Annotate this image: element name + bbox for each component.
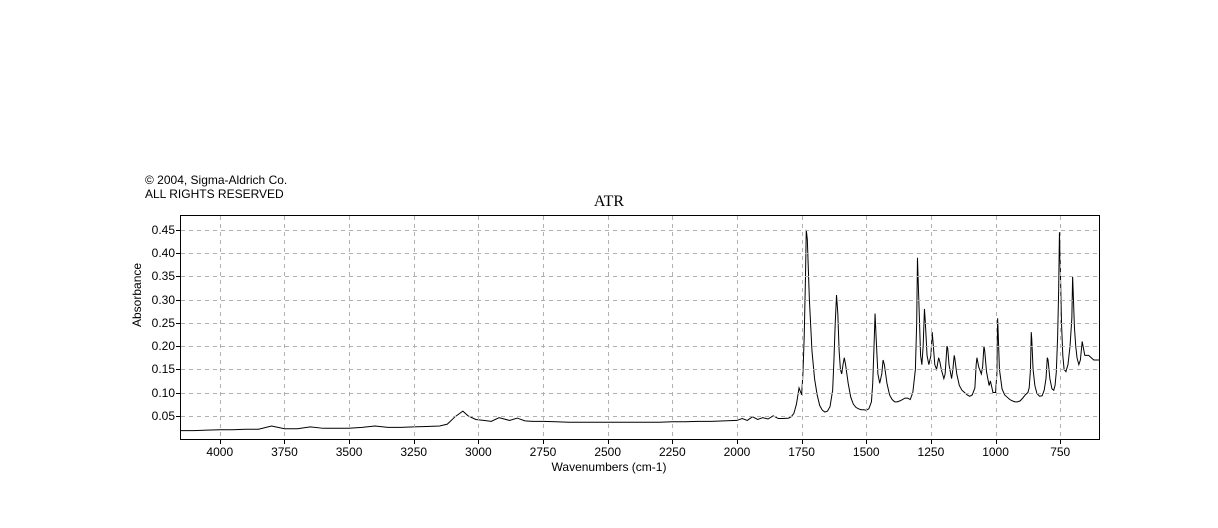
xtick-mark [220,439,221,444]
xtick-label: 3750 [271,445,298,459]
gridline-h [181,253,1099,254]
ytick-label: 0.35 [152,269,175,283]
gridline-h [181,369,1099,370]
ytick-label: 0.15 [152,362,175,376]
ytick-label: 0.05 [152,409,175,423]
xtick-label: 3250 [400,445,427,459]
gridline-v [608,216,609,439]
ytick-mark [176,323,181,324]
ytick-label: 0.10 [152,386,175,400]
gridline-h [181,323,1099,324]
ytick-mark [176,416,181,417]
xtick-mark [608,439,609,444]
xtick-label: 2250 [659,445,686,459]
ytick-label: 0.30 [152,293,175,307]
gridline-h [181,300,1099,301]
x-axis-label: Wavenumbers (cm-1) [0,460,1218,474]
gridline-v [543,216,544,439]
gridline-h [181,393,1099,394]
ytick-mark [176,276,181,277]
xtick-label: 3500 [336,445,363,459]
gridline-v [284,216,285,439]
ytick-mark [176,230,181,231]
gridline-v [866,216,867,439]
ytick-label: 0.20 [152,339,175,353]
ytick-label: 0.45 [152,223,175,237]
xtick-mark [802,439,803,444]
xtick-mark [672,439,673,444]
ytick-label: 0.40 [152,246,175,260]
xtick-label: 1250 [918,445,945,459]
gridline-h [181,276,1099,277]
xtick-mark [349,439,350,444]
spectrum-path [181,230,1099,431]
ytick-mark [176,393,181,394]
xtick-label: 2000 [724,445,751,459]
xtick-mark [414,439,415,444]
xtick-label: 1500 [853,445,880,459]
gridline-v [802,216,803,439]
xtick-label: 2750 [530,445,557,459]
gridline-v [1060,216,1061,439]
gridline-v [996,216,997,439]
ytick-mark [176,300,181,301]
gridline-v [672,216,673,439]
xtick-label: 750 [1050,445,1070,459]
xtick-label: 3000 [465,445,492,459]
xtick-label: 1750 [788,445,815,459]
xtick-mark [284,439,285,444]
xtick-mark [478,439,479,444]
ytick-mark [176,369,181,370]
gridline-v [220,216,221,439]
xtick-mark [737,439,738,444]
gridline-h [181,416,1099,417]
ytick-mark [176,346,181,347]
copyright-line-1: © 2004, Sigma-Aldrich Co. [145,173,287,187]
xtick-mark [866,439,867,444]
xtick-label: 4000 [206,445,233,459]
xtick-label: 2500 [594,445,621,459]
ytick-label: 0.25 [152,316,175,330]
xtick-mark [931,439,932,444]
xtick-mark [996,439,997,444]
gridline-v [737,216,738,439]
ytick-mark [176,253,181,254]
xtick-mark [1060,439,1061,444]
spectrum-line [181,216,1099,439]
xtick-label: 1000 [982,445,1009,459]
xtick-mark [543,439,544,444]
chart-title: ATR [0,193,1218,211]
gridline-h [181,230,1099,231]
plot-area: 0.050.100.150.200.250.300.350.400.454000… [180,215,1100,440]
gridline-v [414,216,415,439]
gridline-v [478,216,479,439]
gridline-h [181,346,1099,347]
gridline-v [349,216,350,439]
canvas: © 2004, Sigma-Aldrich Co. ALL RIGHTS RES… [0,0,1218,528]
gridline-v [931,216,932,439]
y-axis-label: Absorbance [130,263,144,327]
